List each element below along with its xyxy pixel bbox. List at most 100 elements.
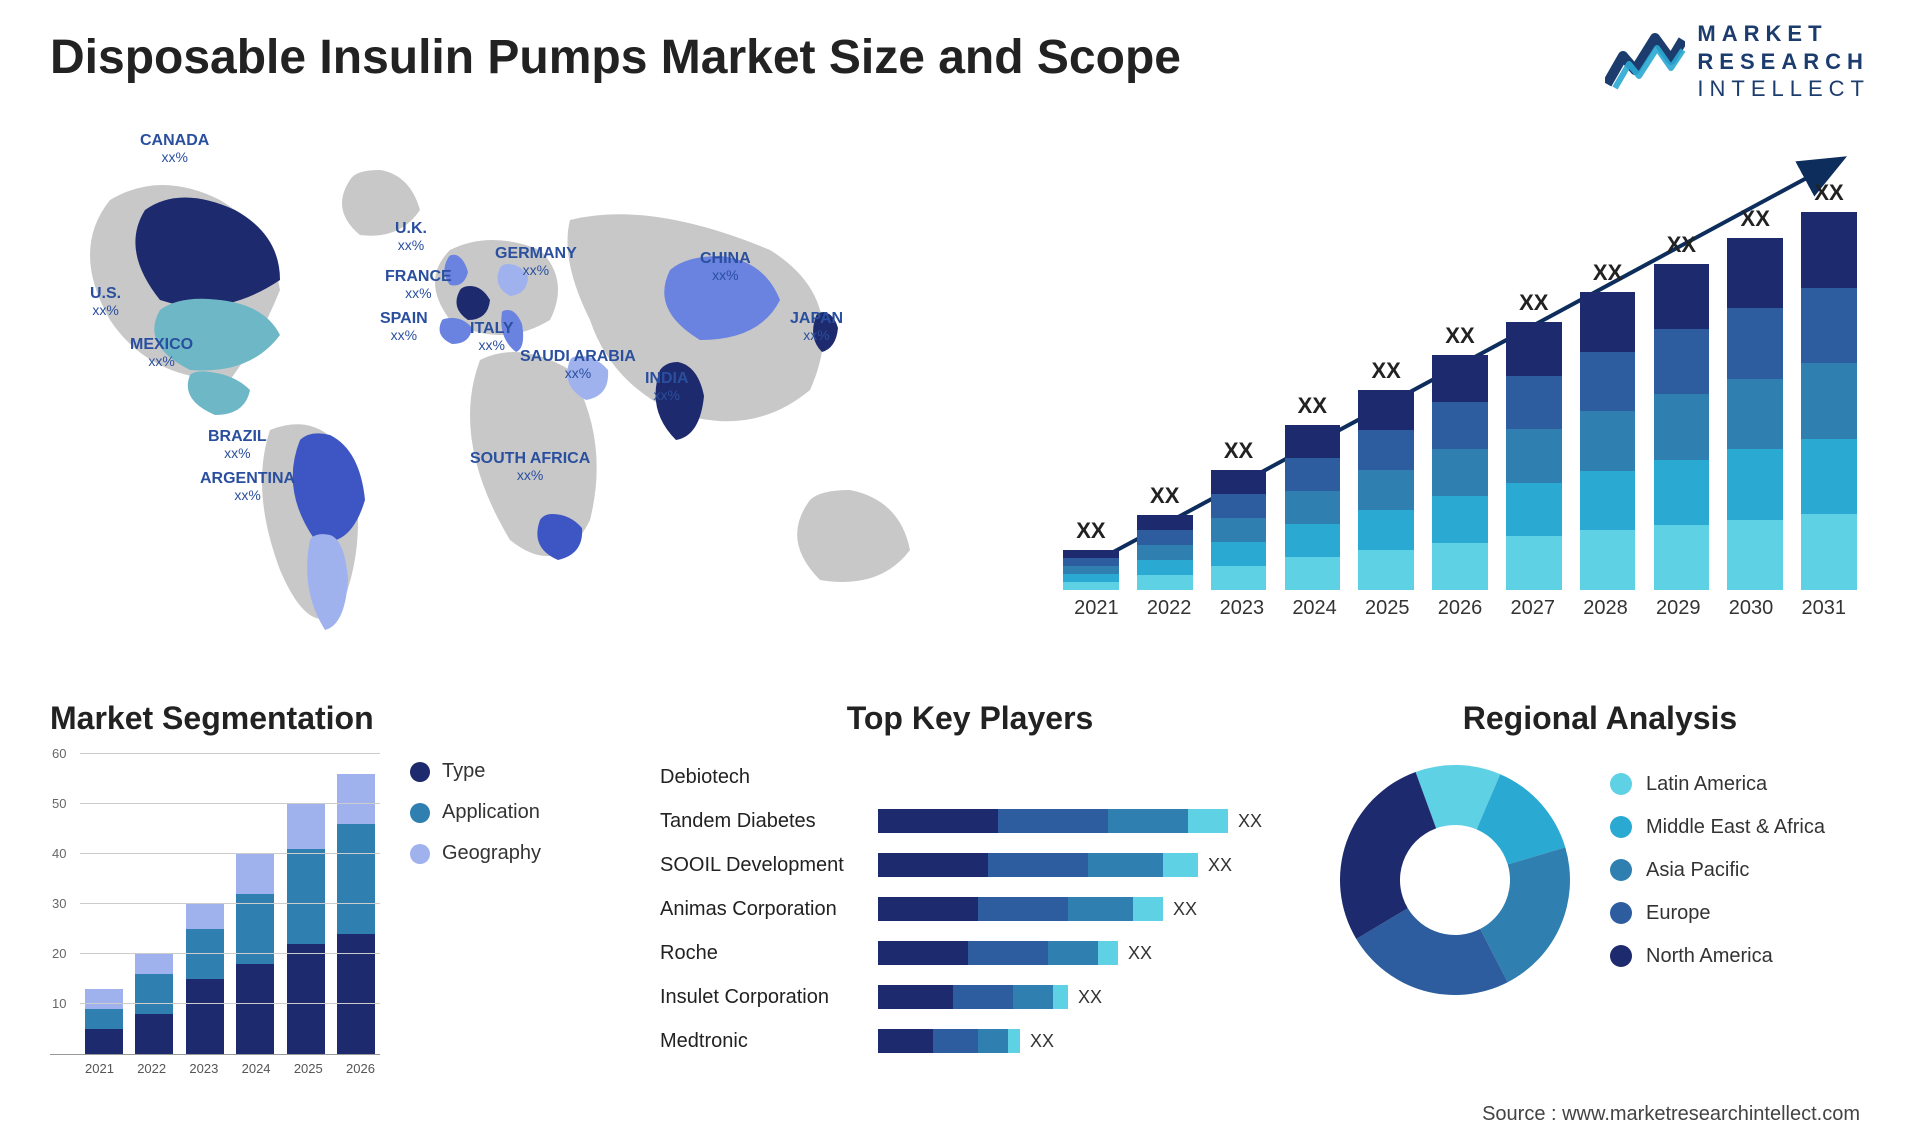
regional-title: Regional Analysis	[1330, 700, 1870, 737]
growth-year-2028: 2028	[1569, 597, 1642, 620]
growth-bar-2025: XX	[1355, 358, 1417, 590]
seg-legend-application: Application	[410, 801, 541, 824]
donut-slice-north-america	[1340, 772, 1436, 939]
kp-value: XX	[1173, 899, 1197, 920]
growth-year-2025: 2025	[1351, 597, 1424, 620]
growth-bar-2031: XX	[1798, 180, 1860, 590]
seg-legend-geography: Geography	[410, 842, 541, 865]
growth-value-label: XX	[1667, 232, 1696, 258]
growth-bar-2029: XX	[1651, 232, 1713, 590]
reg-legend-middle-east-africa: Middle East & Africa	[1610, 816, 1825, 839]
kp-value: XX	[1128, 943, 1152, 964]
growth-value-label: XX	[1076, 518, 1105, 544]
growth-bar-2028: XX	[1577, 260, 1639, 590]
regional-legend: Latin America Middle East & Africa Asia Pa…	[1610, 773, 1825, 988]
growth-value-label: XX	[1224, 438, 1253, 464]
map-label-mexico: MEXICOxx%	[130, 336, 193, 369]
page-title: Disposable Insulin Pumps Market Size and…	[50, 30, 1181, 85]
source-attribution: Source : www.marketresearchintellect.com	[1482, 1103, 1860, 1126]
segmentation-legend: Type Application Geography	[410, 760, 541, 883]
growth-bar-2026: XX	[1429, 323, 1491, 590]
growth-year-2027: 2027	[1496, 597, 1569, 620]
kp-row-debiotech: Debiotech	[660, 755, 1280, 799]
seg-bar-2025	[287, 804, 325, 1054]
market-segmentation: Market Segmentation 20212022202320242025…	[50, 700, 610, 1060]
reg-legend-north-america: North America	[1610, 945, 1825, 968]
growth-year-2022: 2022	[1133, 597, 1206, 620]
kp-row-sooil-development: SOOIL Development XX	[660, 843, 1280, 887]
segmentation-chart: 202120222023202420252026 102030405060	[50, 755, 380, 1055]
brand-logo: MARKET RESEARCH INTELLECT	[1605, 20, 1870, 103]
kp-label: Animas Corporation	[660, 898, 860, 921]
map-label-south-africa: SOUTH AFRICAxx%	[470, 450, 590, 483]
seg-year-2022: 2022	[137, 1061, 166, 1076]
kp-label: SOOIL Development	[660, 854, 860, 877]
growth-year-2029: 2029	[1642, 597, 1715, 620]
growth-value-label: XX	[1445, 323, 1474, 349]
seg-bar-2022	[135, 954, 173, 1054]
growth-year-2021: 2021	[1060, 597, 1133, 620]
kp-row-animas-corporation: Animas Corporation XX	[660, 887, 1280, 931]
kp-value: XX	[1208, 855, 1232, 876]
world-map-svg	[50, 140, 970, 660]
growth-year-2031: 2031	[1787, 597, 1860, 620]
map-label-japan: JAPANxx%	[790, 310, 843, 343]
regional-donut	[1330, 755, 1580, 1005]
growth-year-2024: 2024	[1278, 597, 1351, 620]
logo-text: MARKET RESEARCH INTELLECT	[1697, 20, 1870, 103]
growth-year-2026: 2026	[1424, 597, 1497, 620]
map-label-italy: ITALYxx%	[470, 320, 514, 353]
map-label-germany: GERMANYxx%	[495, 245, 577, 278]
growth-value-label: XX	[1593, 260, 1622, 286]
reg-legend-latin-america: Latin America	[1610, 773, 1825, 796]
map-label-france: FRANCExx%	[385, 268, 452, 301]
seg-year-2026: 2026	[346, 1061, 375, 1076]
seg-year-2023: 2023	[189, 1061, 218, 1076]
seg-year-2025: 2025	[294, 1061, 323, 1076]
reg-legend-asia-pacific: Asia Pacific	[1610, 859, 1825, 882]
growth-bar-2030: XX	[1724, 206, 1786, 590]
growth-year-2023: 2023	[1205, 597, 1278, 620]
map-label-u-s-: U.S.xx%	[90, 285, 121, 318]
seg-bar-2021	[85, 989, 123, 1054]
seg-year-2024: 2024	[242, 1061, 271, 1076]
kp-row-medtronic: Medtronic XX	[660, 1019, 1280, 1063]
seg-legend-type: Type	[410, 760, 541, 783]
growth-value-label: XX	[1371, 358, 1400, 384]
map-label-india: INDIAxx%	[645, 370, 689, 403]
seg-bar-2024	[236, 854, 274, 1054]
map-country-canada	[135, 198, 280, 307]
map-label-spain: SPAINxx%	[380, 310, 428, 343]
kp-row-insulet-corporation: Insulet Corporation XX	[660, 975, 1280, 1019]
kp-label: Insulet Corporation	[660, 986, 860, 1009]
growth-bar-2027: XX	[1503, 290, 1565, 590]
kp-row-tandem-diabetes: Tandem DiabetesXX	[660, 799, 1280, 843]
kp-label: Debiotech	[660, 766, 860, 789]
growth-bar-2023: XX	[1208, 438, 1270, 590]
growth-bar-2024: XX	[1281, 393, 1343, 590]
growth-value-label: XX	[1741, 206, 1770, 232]
seg-bar-2026	[337, 774, 375, 1054]
kp-label: Roche	[660, 942, 860, 965]
kp-value: XX	[1030, 1031, 1054, 1052]
kp-row-roche: Roche XX	[660, 931, 1280, 975]
growth-year-2030: 2030	[1715, 597, 1788, 620]
seg-year-2021: 2021	[85, 1061, 114, 1076]
growth-chart: XXXXXXXXXXXXXXXXXXXXXX 20212022202320242…	[1060, 150, 1860, 620]
segmentation-title: Market Segmentation	[50, 700, 610, 737]
map-label-china: CHINAxx%	[700, 250, 751, 283]
key-players: Top Key Players DebiotechTandem Diabetes…	[660, 700, 1280, 1080]
map-label-argentina: ARGENTINAxx%	[200, 470, 295, 503]
map-label-brazil: BRAZILxx%	[208, 428, 267, 461]
kp-value: XX	[1078, 987, 1102, 1008]
growth-value-label: XX	[1298, 393, 1327, 419]
growth-bar-2021: XX	[1060, 518, 1122, 590]
kp-label: Tandem Diabetes	[660, 810, 860, 833]
map-label-saudi-arabia: SAUDI ARABIAxx%	[520, 348, 636, 381]
world-map: CANADAxx%U.S.xx%MEXICOxx%BRAZILxx%ARGENT…	[50, 140, 970, 660]
growth-value-label: XX	[1150, 483, 1179, 509]
logo-icon	[1605, 26, 1685, 96]
growth-value-label: XX	[1519, 290, 1548, 316]
reg-legend-europe: Europe	[1610, 902, 1825, 925]
kp-label: Medtronic	[660, 1030, 860, 1053]
